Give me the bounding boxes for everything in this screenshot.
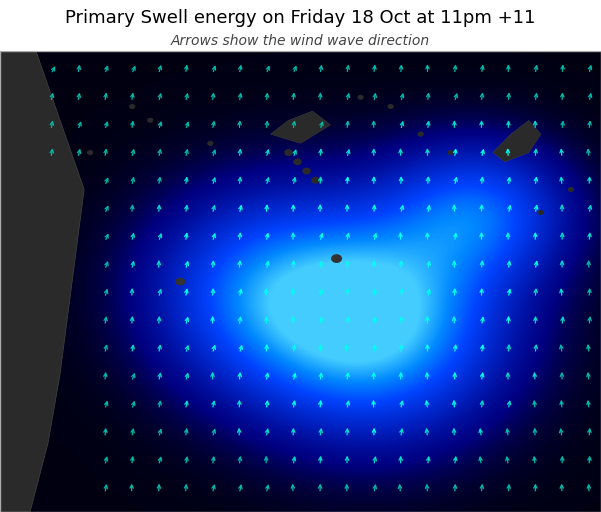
Text: Arrows show the wind wave direction: Arrows show the wind wave direction: [171, 34, 430, 48]
Circle shape: [538, 210, 543, 215]
Circle shape: [285, 150, 292, 155]
Circle shape: [358, 95, 363, 99]
Polygon shape: [270, 111, 331, 143]
Circle shape: [88, 151, 93, 155]
Circle shape: [418, 132, 423, 136]
Circle shape: [569, 187, 573, 191]
Circle shape: [294, 159, 301, 164]
Text: Primary Swell energy on Friday 18 Oct at 11pm +11: Primary Swell energy on Friday 18 Oct at…: [66, 9, 535, 27]
Circle shape: [332, 255, 341, 262]
Circle shape: [130, 104, 135, 109]
Polygon shape: [0, 51, 84, 512]
Circle shape: [148, 118, 153, 122]
Circle shape: [176, 279, 185, 285]
Circle shape: [303, 168, 310, 174]
Circle shape: [58, 132, 63, 136]
Circle shape: [388, 104, 393, 109]
Polygon shape: [493, 120, 541, 162]
Circle shape: [312, 178, 319, 183]
Circle shape: [208, 141, 213, 145]
Circle shape: [448, 151, 453, 155]
